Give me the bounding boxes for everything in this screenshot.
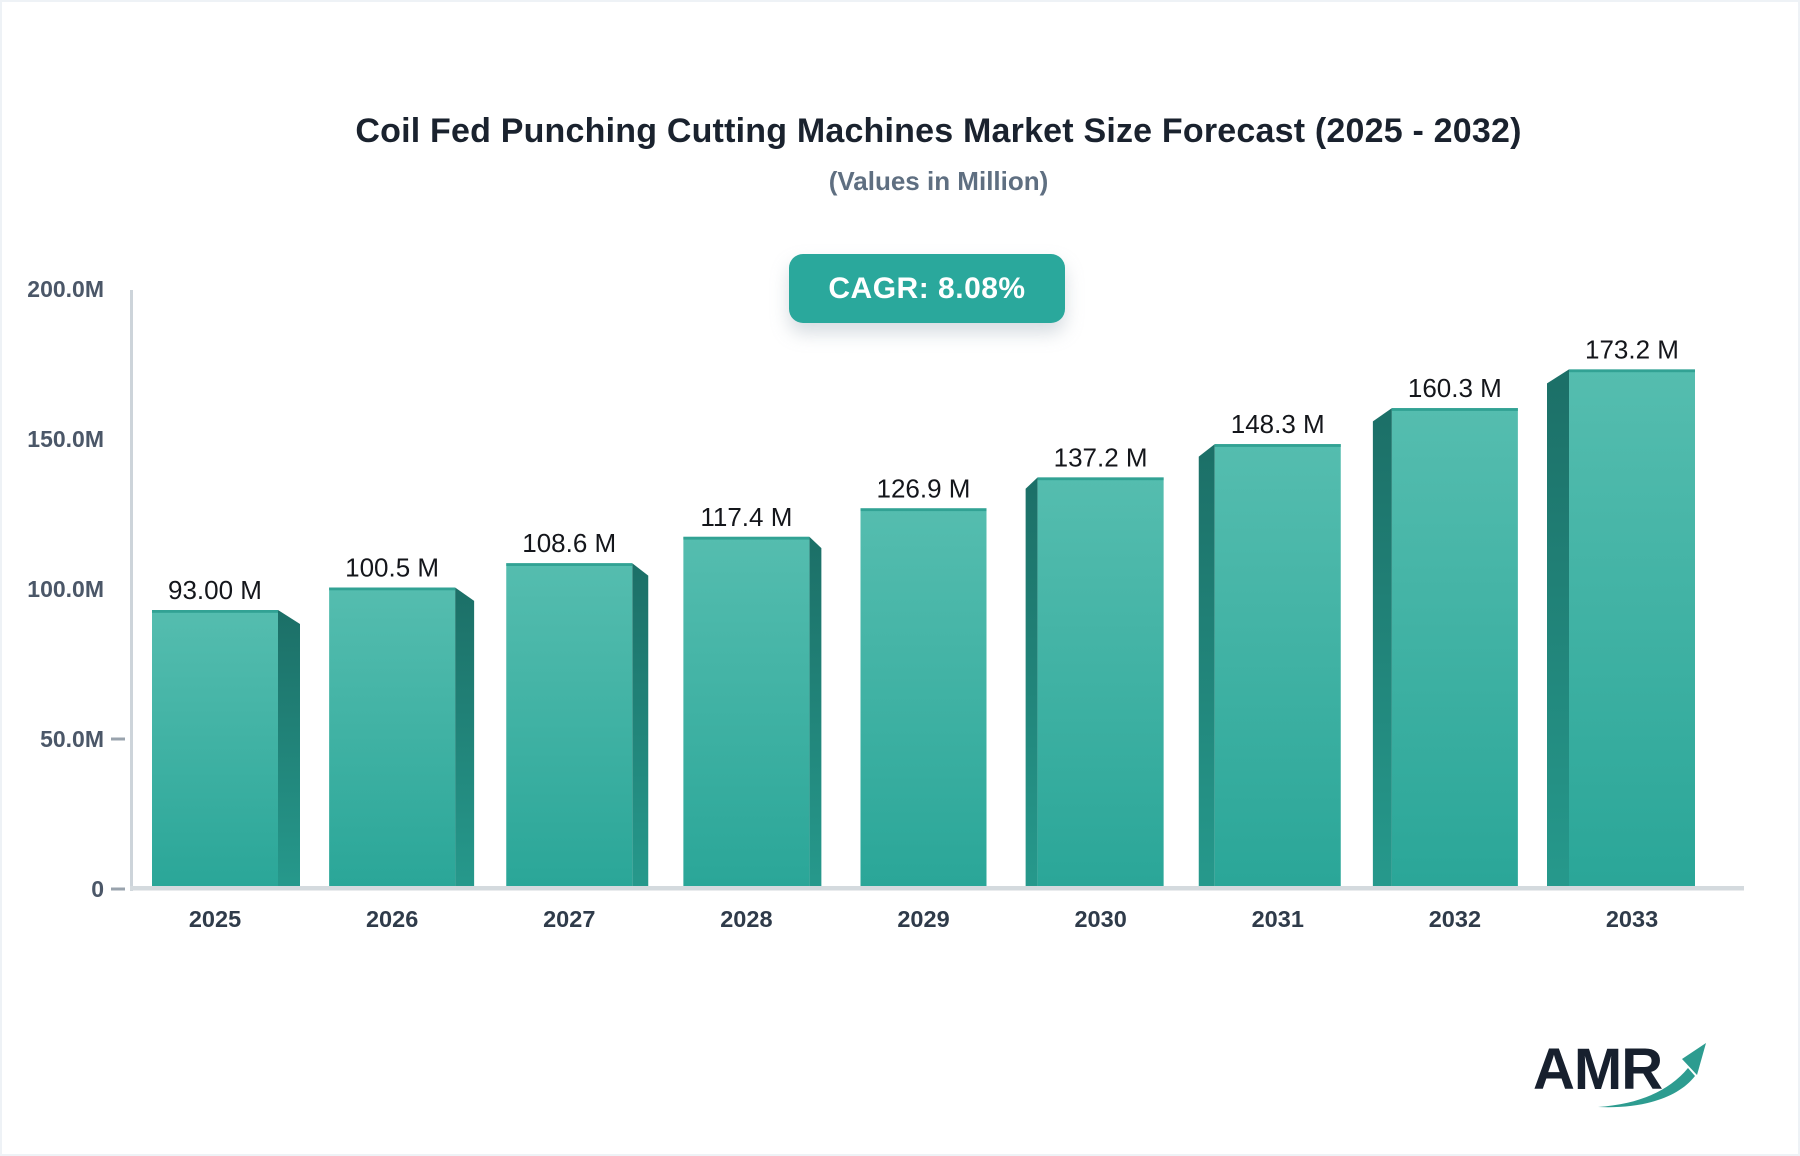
bar-2030[interactable] [1025, 477, 1164, 888]
bar-2027[interactable] [506, 563, 649, 888]
bar-value-label: 126.9 M [877, 473, 971, 503]
y-tick-label: 100.0M [27, 576, 104, 602]
y-tick-label: 200.0M [27, 276, 104, 302]
x-axis-year-label: 2032 [1429, 906, 1481, 932]
bar-top-edge [1037, 477, 1164, 481]
bar-side-face [1198, 444, 1215, 888]
bar-top-edge [152, 610, 278, 613]
bar-2026[interactable] [329, 587, 475, 889]
bar-side-face [1372, 408, 1392, 888]
x-axis-year-label: 2027 [543, 906, 595, 932]
bar-side-face [278, 610, 300, 888]
bar-front-face [860, 508, 987, 888]
bar-top-edge [683, 536, 810, 540]
bar-side-face [455, 587, 475, 888]
x-axis-year-label: 2025 [189, 906, 241, 932]
bar-value-label: 117.4 M [700, 502, 792, 532]
bar-2029[interactable] [860, 508, 987, 888]
bar-front-face [1569, 369, 1695, 888]
bar-side-face [809, 536, 822, 888]
growth-arrow-icon [1598, 1043, 1706, 1108]
bar-top-edge [1569, 369, 1695, 373]
bar-front-face [329, 587, 456, 888]
bar-front-face [1214, 444, 1341, 888]
bar-value-label: 148.3 M [1231, 409, 1325, 439]
bar-top-edge [1214, 444, 1341, 447]
bar-front-face [1037, 477, 1164, 888]
chart-title: Coil Fed Punching Cutting Machines Marke… [355, 112, 1522, 150]
x-axis-year-label: 2031 [1252, 906, 1304, 932]
bar-top-edge [1391, 408, 1518, 411]
axis-layer: 200.0M 150.0M 100.0M 50.0M 0 [27, 276, 133, 902]
x-axis-year-label: 2026 [366, 906, 418, 932]
amr-logo: AMR [1533, 1038, 1713, 1114]
y-tick-label: 50.0M [40, 726, 104, 752]
bar-value-label: 137.2 M [1054, 442, 1148, 472]
y-tick-dash [111, 887, 125, 891]
amr-logo-text: AMR [1533, 1037, 1663, 1102]
bar-value-label: 108.6 M [522, 528, 616, 558]
bar-top-edge [506, 563, 633, 566]
cagr-badge-label: CAGR: 8.08% [828, 271, 1026, 305]
bar-top-edge [860, 508, 987, 512]
x-axis-baseline [130, 886, 1744, 891]
bar-front-face [1391, 408, 1518, 888]
bar-2025[interactable] [152, 610, 300, 888]
bar-value-label: 93.00 M [168, 575, 262, 605]
x-axis-year-label: 2030 [1074, 906, 1126, 932]
x-axis-year-label: 2029 [897, 906, 949, 932]
bar-2031[interactable] [1198, 444, 1341, 888]
bar-2028[interactable] [683, 536, 822, 888]
chart-header: Coil Fed Punching Cutting Machines Marke… [133, 110, 1744, 196]
labels-layer: 93.00 M 2025 100.5 M 2026 108.6 M 2027 117.4 M… [168, 334, 1679, 932]
bar-top-edge [329, 587, 456, 591]
x-axis-year-label: 2028 [720, 906, 772, 932]
bar-2033[interactable] [1547, 369, 1695, 888]
bar-front-face [683, 536, 810, 888]
bar-value-label: 160.3 M [1408, 373, 1502, 403]
y-tick-label: 0 [91, 876, 104, 902]
bars-layer [130, 369, 1744, 891]
chart-subtitle: (Values in Million) [828, 166, 1049, 196]
bar-side-face [1547, 369, 1569, 888]
bar-2032[interactable] [1372, 408, 1518, 888]
bar-front-face [506, 563, 633, 888]
cagr-badge: CAGR: 8.08% [789, 254, 1065, 323]
bar-front-face [152, 610, 278, 888]
y-tick-dash [111, 737, 125, 741]
bar-value-label: 173.2 M [1585, 334, 1679, 364]
bar-side-face [1025, 477, 1038, 888]
x-axis-year-label: 2033 [1606, 906, 1658, 932]
y-axis-line [130, 290, 133, 891]
bar-value-label: 100.5 M [345, 553, 439, 583]
y-tick-label: 150.0M [27, 426, 104, 452]
bar-side-face [632, 563, 649, 888]
